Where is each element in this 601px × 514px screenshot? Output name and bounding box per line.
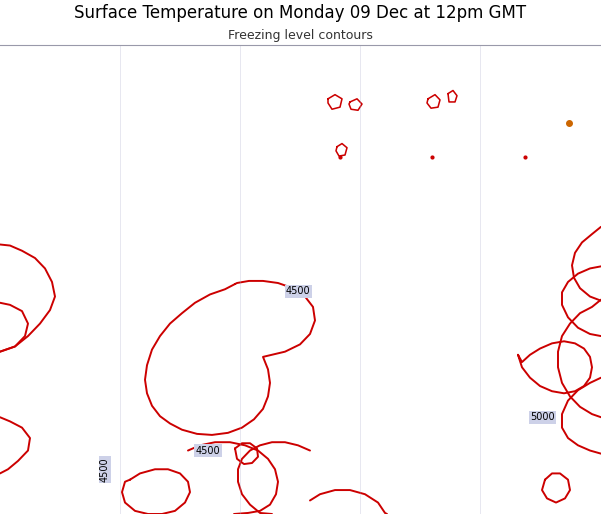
Text: Freezing level contours: Freezing level contours <box>228 29 373 42</box>
Text: 4500: 4500 <box>196 446 221 455</box>
Text: 5000: 5000 <box>530 412 555 422</box>
Text: 4500: 4500 <box>100 457 110 482</box>
Text: 4500: 4500 <box>286 286 311 297</box>
Text: Surface Temperature on Monday 09 Dec at 12pm GMT: Surface Temperature on Monday 09 Dec at … <box>75 5 526 23</box>
